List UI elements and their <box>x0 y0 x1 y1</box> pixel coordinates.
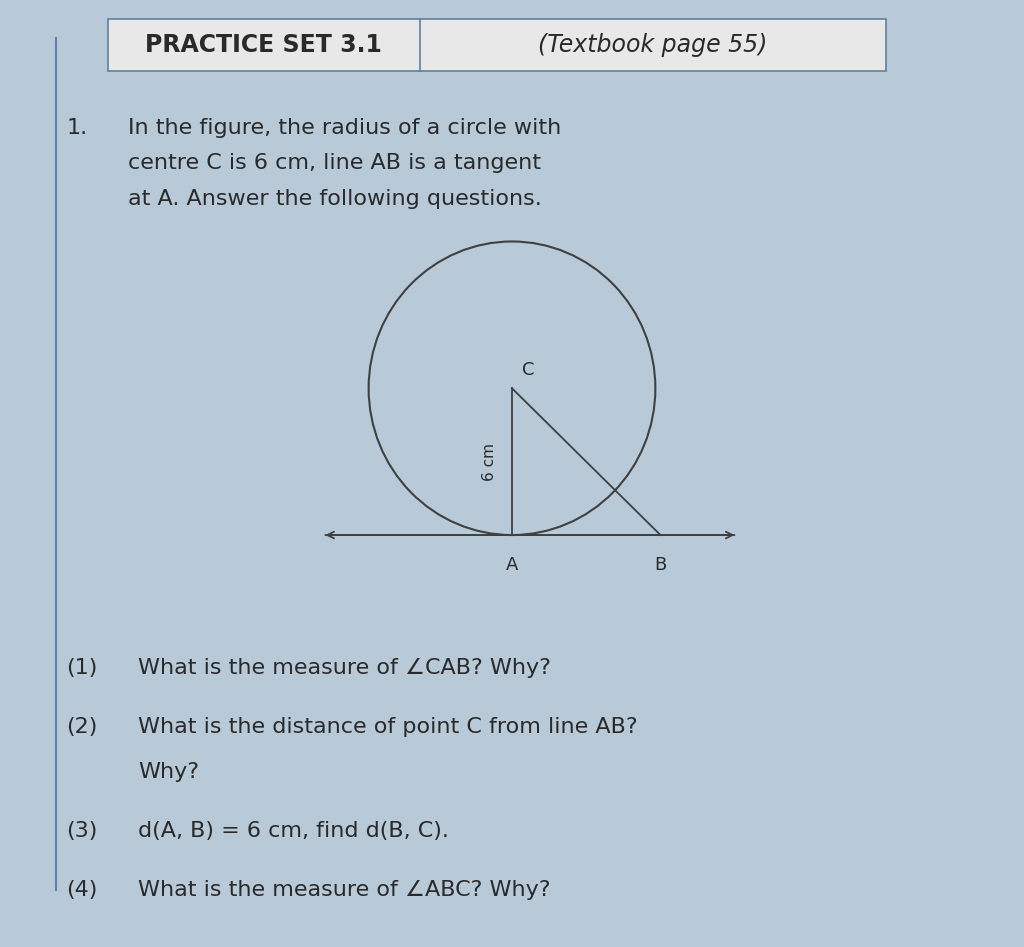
Text: (1): (1) <box>67 658 98 678</box>
Text: In the figure, the radius of a circle with: In the figure, the radius of a circle wi… <box>128 118 561 138</box>
Text: centre C is 6 cm, line AB is a tangent: centre C is 6 cm, line AB is a tangent <box>128 153 541 173</box>
Text: 6 cm: 6 cm <box>482 442 497 481</box>
Text: What is the measure of ∠ABC? Why?: What is the measure of ∠ABC? Why? <box>138 880 551 900</box>
Text: A: A <box>506 556 518 574</box>
Text: (3): (3) <box>67 821 98 841</box>
Text: (2): (2) <box>67 717 98 737</box>
Text: What is the measure of ∠CAB? Why?: What is the measure of ∠CAB? Why? <box>138 658 551 678</box>
Text: 1.: 1. <box>67 118 88 138</box>
Text: Why?: Why? <box>138 762 200 782</box>
FancyBboxPatch shape <box>108 19 886 71</box>
Text: PRACTICE SET 3.1: PRACTICE SET 3.1 <box>145 33 382 57</box>
Text: What is the distance of point C from line AB?: What is the distance of point C from lin… <box>138 717 638 737</box>
Text: at A. Answer the following questions.: at A. Answer the following questions. <box>128 189 542 209</box>
Text: C: C <box>522 361 535 379</box>
Text: (4): (4) <box>67 880 98 900</box>
Text: (Textbook page 55): (Textbook page 55) <box>539 33 767 57</box>
Text: B: B <box>654 556 667 574</box>
Text: d(A, B) = 6 cm, find d(B, C).: d(A, B) = 6 cm, find d(B, C). <box>138 821 450 841</box>
